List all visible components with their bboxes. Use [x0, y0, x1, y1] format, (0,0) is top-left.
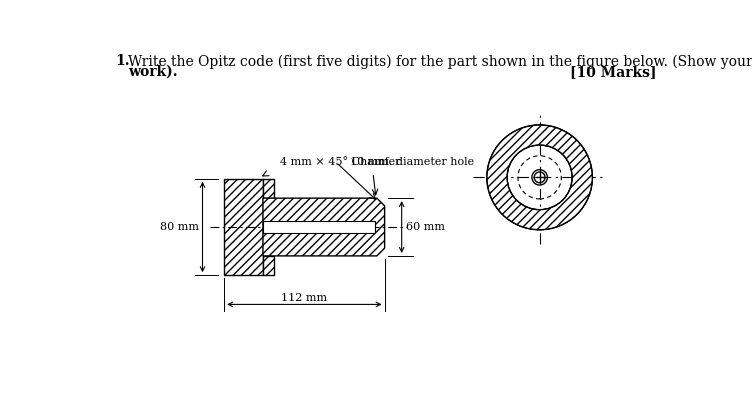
- Text: 1.: 1.: [116, 54, 130, 68]
- Text: [10 Marks]: [10 Marks]: [570, 65, 656, 79]
- Polygon shape: [263, 179, 274, 198]
- Text: 4 mm × 45° Chamfer: 4 mm × 45° Chamfer: [280, 157, 401, 167]
- Text: Write the Opitz code (first five digits) for the part shown in the figure below.: Write the Opitz code (first five digits)…: [128, 54, 752, 68]
- Text: 10 mm. diameter hole: 10 mm. diameter hole: [350, 157, 474, 167]
- Polygon shape: [224, 179, 263, 275]
- Text: 60 mm: 60 mm: [405, 222, 444, 232]
- Text: work).: work).: [128, 65, 177, 79]
- Text: 80 mm: 80 mm: [160, 222, 199, 232]
- Polygon shape: [263, 256, 274, 275]
- Polygon shape: [263, 198, 384, 256]
- Text: 112 mm: 112 mm: [281, 293, 327, 303]
- Polygon shape: [263, 221, 375, 233]
